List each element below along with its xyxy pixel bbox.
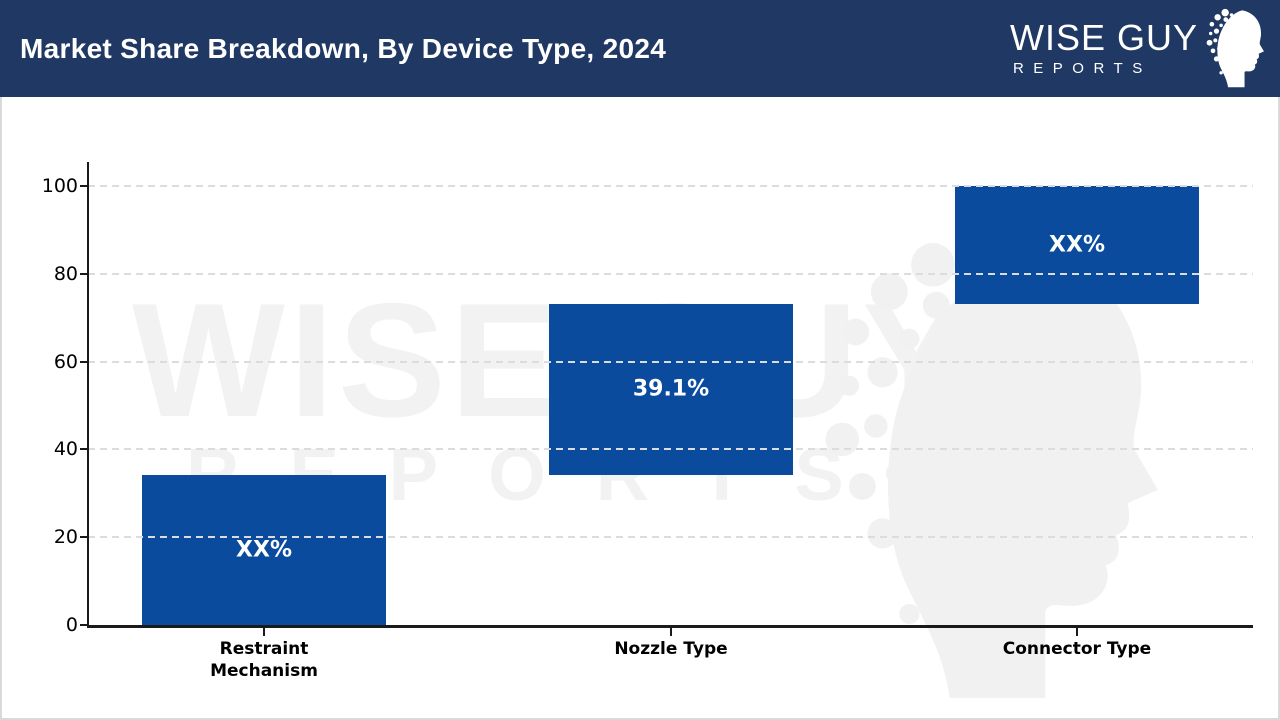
logo-text: WISE GUY REPORTS [1010, 19, 1198, 78]
y-tick-label: 100 [41, 175, 78, 197]
gridline-80 [88, 272, 1253, 275]
y-tick-mark [80, 536, 88, 539]
y-tick-label: 80 [53, 262, 78, 285]
bar-1 [142, 475, 386, 625]
y-tick-mark [80, 272, 88, 275]
y-tick-mark [80, 624, 88, 626]
gridline-100 [88, 185, 1253, 187]
bar-value-label: XX% [1049, 232, 1105, 258]
y-tick-label: 40 [53, 438, 78, 461]
y-tick-label: 0 [65, 614, 78, 636]
x-category-label: Restraint Mechanism [210, 639, 318, 681]
bar-3 [955, 186, 1199, 304]
bar-value-label: 39.1% [632, 376, 710, 402]
x-axis-spine [87, 625, 1253, 628]
x-tick-mark [263, 628, 265, 636]
gridline-20 [88, 536, 1253, 539]
dotted-face-icon [1206, 8, 1264, 88]
bar-2 [549, 303, 793, 476]
wise-guy-reports-logo: WISE GUY REPORTS [1010, 8, 1280, 89]
gridline-60 [88, 360, 1253, 363]
logo-wordmark: WISE GUY [1009, 17, 1198, 58]
y-axis-spine [87, 162, 89, 626]
y-tick-label: 20 [53, 526, 78, 549]
logo-subtitle: REPORTS [1012, 60, 1152, 77]
x-tick-mark [1076, 628, 1078, 636]
y-tick-mark [80, 448, 88, 451]
watermark-face-icon [825, 243, 1158, 698]
header-bar: Market Share Breakdown, By Device Type, … [0, 0, 1280, 97]
gridline-40 [88, 448, 1253, 451]
x-tick-mark [670, 628, 672, 636]
y-tick-label: 60 [53, 350, 78, 373]
y-tick-mark [80, 185, 88, 187]
x-category-label: Nozzle Type [614, 639, 728, 659]
bar-value-label: XX% [236, 537, 292, 563]
x-category-label: Connector Type [1002, 639, 1152, 659]
page-title: Market Share Breakdown, By Device Type, … [20, 32, 667, 64]
y-tick-mark [80, 360, 88, 363]
